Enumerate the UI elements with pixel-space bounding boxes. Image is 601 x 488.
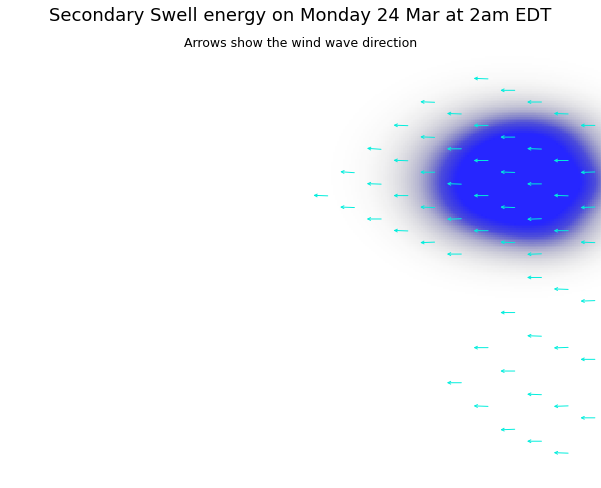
Text: Arrows show the wind wave direction: Arrows show the wind wave direction [184,37,417,50]
Text: Secondary Swell energy on Monday 24 Mar at 2am EDT: Secondary Swell energy on Monday 24 Mar … [49,7,552,25]
